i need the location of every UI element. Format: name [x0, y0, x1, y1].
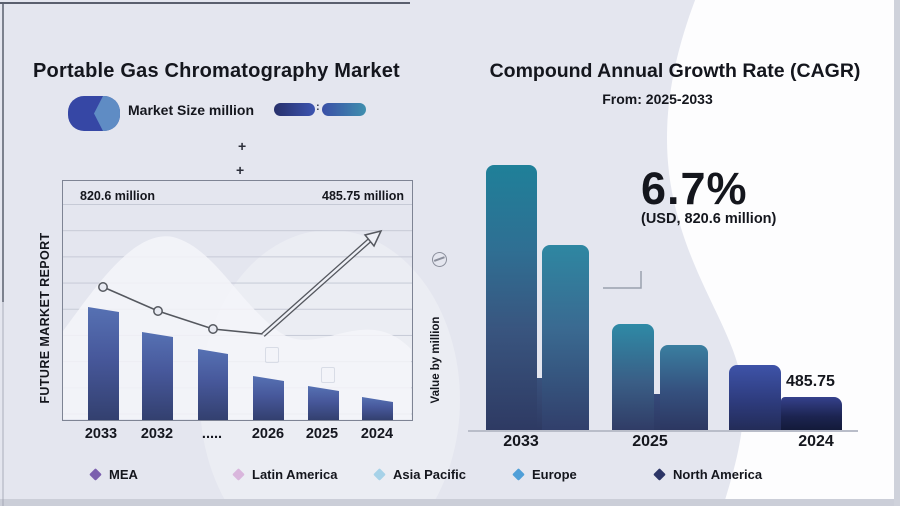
plus-decoration-2: +	[236, 162, 245, 178]
europe-diamond-icon	[512, 468, 525, 481]
legend-item-asia-pacific: Asia Pacific	[373, 467, 466, 482]
annotation-485-million: 485.75 million	[322, 189, 404, 203]
left-bar-2025	[308, 386, 339, 420]
cagr-caption: (USD, 820.6 million)	[641, 211, 777, 227]
cylinder-icon	[68, 96, 120, 131]
left-x-label-2033: 2033	[84, 426, 118, 442]
trend-line-and-arrow	[98, 229, 383, 337]
value-by-million-label: Value by million	[430, 316, 442, 404]
latin-america-diamond-icon	[232, 468, 245, 481]
bar-value-485: 485.75	[786, 373, 835, 390]
left-x-label-2026: 2026	[251, 426, 285, 442]
left-x-label-2025: 2025	[305, 426, 339, 442]
legend-label-north-america: North America	[673, 467, 763, 482]
left-x-label-2032: 2032	[140, 426, 174, 442]
left-chart-y-axis-label: FUTURE MARKET REPORT	[38, 232, 52, 404]
right-bar-2033-front	[486, 165, 537, 430]
left-x-label-2024: 2024	[360, 426, 394, 442]
plus-decoration-1: +	[238, 138, 247, 154]
legend-label-mea: MEA	[109, 467, 138, 482]
mea-diamond-icon	[89, 468, 102, 481]
ratio-pill-right	[322, 103, 366, 116]
left-bar-2032	[142, 332, 173, 420]
cagr-title: Compound Annual Growth Rate (CAGR)	[489, 60, 861, 82]
ratio-pill-left	[274, 103, 315, 116]
legend-item-latin-america: Latin America	[232, 467, 338, 482]
legend-item-europe: Europe	[512, 467, 577, 482]
cylinder-face-icon	[94, 96, 120, 131]
cagr-value: 6.7%	[641, 163, 748, 214]
corner-bracket-decoration	[603, 271, 642, 289]
annotation-820-million: 820.6 million	[80, 189, 156, 203]
cagr-subtitle: From: 2025-2033	[602, 91, 713, 107]
legend-item-north-america: North America	[653, 467, 763, 482]
legend-label-europe: Europe	[532, 467, 577, 482]
ghost-document-icon-2	[321, 367, 335, 383]
right-bar-2033-back	[542, 245, 589, 430]
legend-label-latin-america: Latin America	[252, 467, 338, 482]
right-chart-axis-line	[468, 430, 858, 432]
right-bar-2025-back	[660, 345, 708, 430]
market-size-legend-label: Market Size million	[128, 102, 255, 118]
north-america-diamond-icon	[653, 468, 666, 481]
right-bar-2024-front	[729, 365, 781, 430]
left-bar-2024	[362, 397, 393, 420]
legend-label-asia-pacific: Asia Pacific	[393, 467, 466, 482]
asia-pacific-diamond-icon	[373, 468, 386, 481]
right-x-label-2025: 2025	[632, 433, 668, 450]
left-x-label-dots: .....	[201, 426, 223, 442]
ratio-separator: :	[316, 101, 320, 113]
right-bar-2025-front	[612, 324, 654, 430]
left-bar-dots	[198, 349, 228, 420]
right-bar-2024-back	[781, 397, 842, 430]
right-x-label-2033: 2033	[503, 433, 539, 450]
legend-item-mea: MEA	[89, 467, 138, 482]
white-curve-shape	[667, 0, 900, 506]
left-chart-plot-area: 820.6 million 485.75 million	[62, 180, 413, 421]
ghost-document-icon-1	[265, 347, 279, 363]
page-title: Portable Gas Chromatography Market	[33, 60, 400, 82]
left-bar-2026	[253, 376, 284, 420]
left-bar-2033	[88, 307, 119, 420]
right-x-label-2024: 2024	[798, 433, 834, 450]
